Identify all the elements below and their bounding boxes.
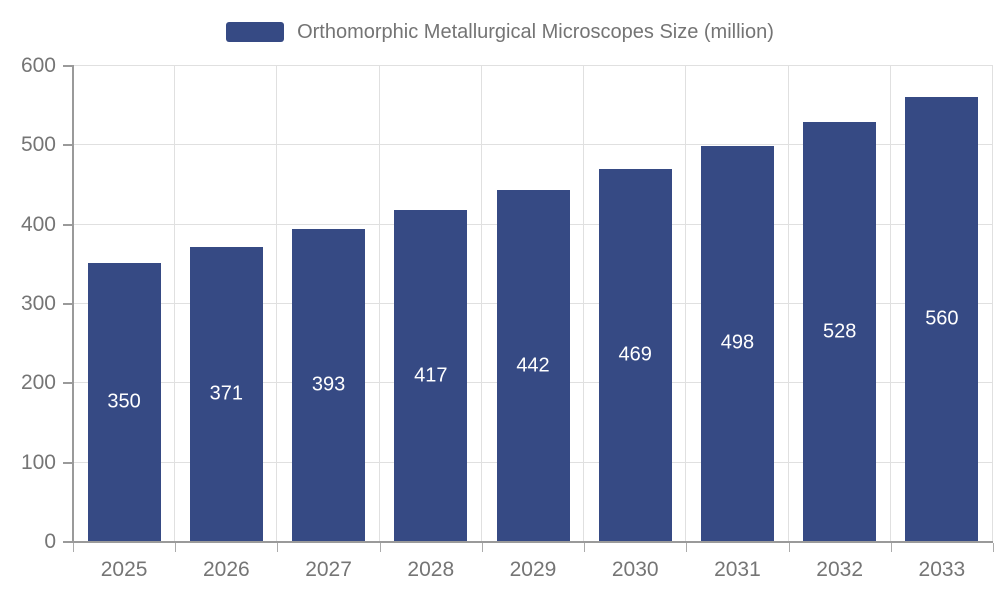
- bar[interactable]: 498: [700, 145, 774, 541]
- x-axis-tick: [584, 543, 586, 552]
- y-axis-tick: [63, 65, 73, 67]
- bar-value-label: 498: [720, 331, 755, 354]
- x-axis-tick-label: 2026: [202, 558, 250, 581]
- legend-label: Orthomorphic Metallurgical Microscopes S…: [297, 21, 774, 43]
- legend-swatch-icon: [226, 22, 285, 42]
- v-gridline: [583, 65, 585, 541]
- v-gridline: [174, 65, 176, 541]
- bar-value-label: 350: [107, 390, 141, 413]
- x-axis-tick-label: 2025: [100, 558, 148, 581]
- y-axis-tick: [63, 223, 73, 226]
- h-gridline: [73, 144, 993, 146]
- bar-value-label: 442: [516, 354, 550, 377]
- x-axis-tick: [175, 543, 177, 552]
- x-axis-tick-label: 2033: [918, 558, 966, 581]
- v-gridline: [685, 65, 687, 541]
- bar[interactable]: 371: [189, 246, 263, 541]
- x-axis-tick: [993, 543, 994, 552]
- v-gridline: [889, 65, 891, 541]
- bar[interactable]: 393: [292, 229, 366, 541]
- x-axis-tick: [73, 543, 74, 552]
- y-axis-tick: [63, 144, 73, 147]
- x-axis-tick: [379, 543, 381, 552]
- y-axis-tick-label: 100: [20, 450, 56, 474]
- x-axis-tick-label: 2027: [305, 558, 352, 581]
- bar-value-label: 469: [618, 343, 652, 366]
- y-axis-tick-label: 400: [20, 212, 56, 236]
- y-axis-tick: [63, 541, 73, 543]
- x-axis-tick: [890, 543, 892, 552]
- plot-area: 350 371 393 417 442 469 498 528 560: [73, 65, 993, 541]
- x-axis-tick: [686, 543, 688, 552]
- bar[interactable]: 560: [905, 96, 979, 541]
- y-axis-tick: [63, 461, 73, 464]
- y-axis-tick-label: 600: [20, 54, 56, 77]
- y-axis-tick-label: 300: [20, 292, 56, 315]
- x-axis-tick-label: 2028: [407, 558, 455, 581]
- bar-value-label: 528: [822, 320, 857, 343]
- bar-value-label: 417: [414, 364, 448, 387]
- bar-value-label: 393: [311, 373, 346, 396]
- x-axis-line: [63, 541, 993, 543]
- bar-value-label: 371: [209, 382, 244, 405]
- y-axis-tick: [63, 382, 73, 385]
- bar-value-label: 560: [925, 307, 959, 330]
- v-gridline: [378, 65, 380, 541]
- v-gridline: [787, 65, 789, 541]
- x-axis-tick-label: 2030: [611, 558, 659, 581]
- bar[interactable]: 417: [394, 210, 468, 541]
- bar[interactable]: 469: [598, 168, 672, 541]
- y-axis-tick: [63, 303, 73, 305]
- bar[interactable]: 442: [496, 190, 570, 541]
- x-axis-tick: [481, 543, 483, 552]
- v-gridline: [276, 65, 278, 541]
- v-gridline: [992, 65, 993, 541]
- y-axis-line: [72, 65, 74, 543]
- x-axis-tick: [788, 543, 790, 552]
- y-axis-tick-label: 200: [20, 371, 56, 395]
- x-axis-tick-label: 2029: [509, 558, 557, 581]
- y-axis-tick-label: 0: [44, 530, 56, 553]
- v-gridline: [480, 65, 482, 541]
- y-axis-tick-label: 500: [20, 133, 56, 157]
- bar[interactable]: 350: [87, 263, 161, 541]
- x-axis-tick: [277, 543, 279, 552]
- legend[interactable]: Orthomorphic Metallurgical Microscopes S…: [0, 20, 1000, 44]
- x-axis-tick-label: 2032: [816, 558, 864, 581]
- bar[interactable]: 528: [803, 122, 877, 541]
- h-gridline: [73, 65, 993, 66]
- x-axis-tick-label: 2031: [714, 558, 761, 581]
